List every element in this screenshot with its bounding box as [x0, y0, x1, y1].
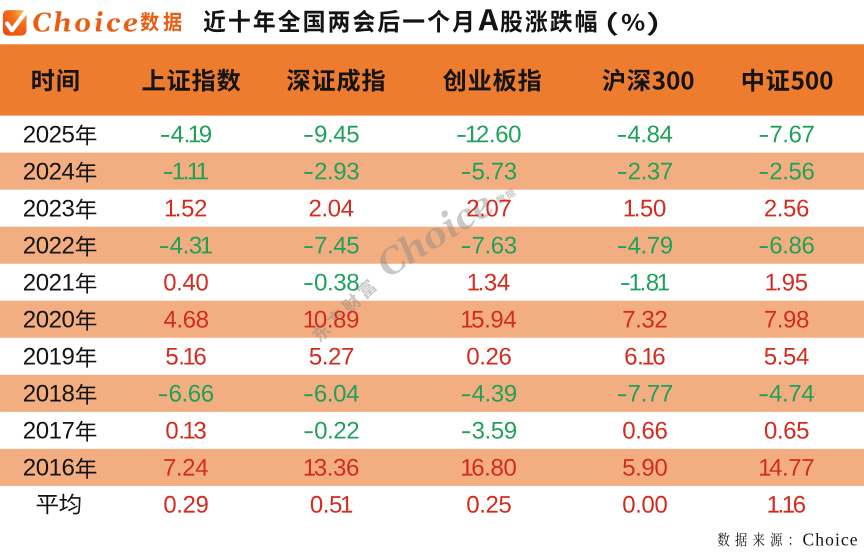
svg-text:2022: 2022	[23, 232, 75, 259]
svg-text:2024: 2024	[23, 158, 75, 185]
svg-text:2020: 2020	[23, 307, 75, 334]
svg-text:2025: 2025	[23, 121, 75, 148]
svg-text:2016: 2016	[23, 455, 75, 482]
svg-text:Choice: Choice	[803, 530, 859, 550]
svg-text:2017: 2017	[23, 418, 75, 445]
svg-text:2023: 2023	[23, 195, 75, 222]
svg-text:2019: 2019	[23, 344, 75, 371]
svg-text:2018: 2018	[23, 381, 75, 408]
svg-text:2021: 2021	[23, 269, 75, 296]
